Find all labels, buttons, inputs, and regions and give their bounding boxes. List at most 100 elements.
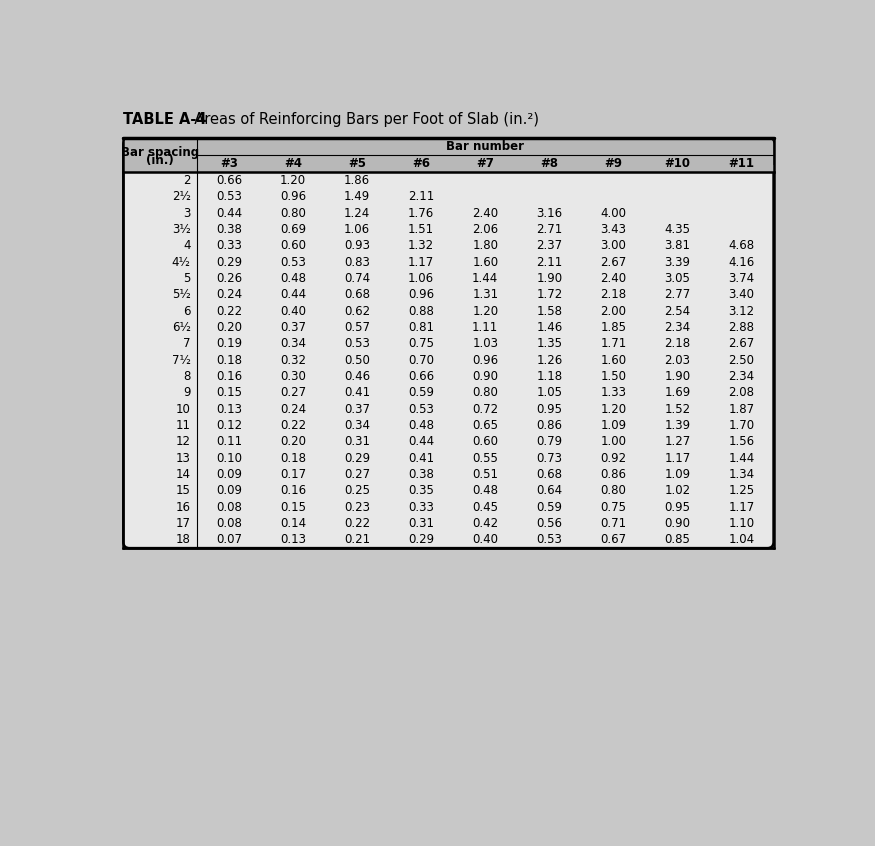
Text: 3.16: 3.16: [536, 206, 563, 220]
Text: 0.35: 0.35: [409, 485, 434, 497]
Text: 4.16: 4.16: [728, 255, 754, 269]
Text: 5½: 5½: [172, 288, 191, 301]
Text: 3.00: 3.00: [600, 239, 626, 252]
Text: #6: #6: [412, 157, 430, 170]
Text: 11: 11: [176, 419, 191, 432]
Text: 0.66: 0.66: [408, 370, 434, 383]
Text: 1.80: 1.80: [473, 239, 498, 252]
Text: 0.68: 0.68: [536, 468, 563, 481]
Text: 0.13: 0.13: [280, 534, 306, 547]
Text: 0.67: 0.67: [600, 534, 626, 547]
Text: 0.48: 0.48: [473, 485, 498, 497]
Text: 1.70: 1.70: [729, 419, 754, 432]
Text: 0.37: 0.37: [280, 321, 306, 334]
Text: 0.26: 0.26: [216, 272, 242, 285]
Text: 14: 14: [176, 468, 191, 481]
Text: 0.53: 0.53: [409, 403, 434, 415]
Text: 2.40: 2.40: [600, 272, 626, 285]
Text: 0.15: 0.15: [216, 387, 242, 399]
Text: 2.54: 2.54: [664, 305, 690, 318]
Text: 1.90: 1.90: [536, 272, 563, 285]
Text: 1.32: 1.32: [408, 239, 434, 252]
Text: 0.29: 0.29: [408, 534, 434, 547]
Text: 0.57: 0.57: [344, 321, 370, 334]
Text: 1.34: 1.34: [729, 468, 754, 481]
Text: 0.12: 0.12: [216, 419, 242, 432]
Text: 1.90: 1.90: [664, 370, 690, 383]
Text: 0.80: 0.80: [280, 206, 306, 220]
Text: 1.09: 1.09: [664, 468, 690, 481]
Text: 0.21: 0.21: [344, 534, 370, 547]
Text: 0.90: 0.90: [664, 517, 690, 530]
Text: 0.93: 0.93: [344, 239, 370, 252]
Text: 5: 5: [184, 272, 191, 285]
Text: 0.09: 0.09: [216, 468, 242, 481]
Text: 1.06: 1.06: [344, 223, 370, 236]
Text: 2.77: 2.77: [664, 288, 690, 301]
Text: #5: #5: [348, 157, 366, 170]
Text: 0.74: 0.74: [344, 272, 370, 285]
Text: #3: #3: [220, 157, 238, 170]
Text: 1.10: 1.10: [729, 517, 754, 530]
Text: 1.31: 1.31: [473, 288, 499, 301]
Text: 12: 12: [176, 436, 191, 448]
Text: 0.96: 0.96: [408, 288, 434, 301]
Text: 0.25: 0.25: [344, 485, 370, 497]
Text: 0.60: 0.60: [280, 239, 306, 252]
Text: 2.18: 2.18: [600, 288, 626, 301]
Text: 0.75: 0.75: [600, 501, 626, 514]
Text: 1.56: 1.56: [729, 436, 754, 448]
Text: 9: 9: [183, 387, 191, 399]
Text: 18: 18: [176, 534, 191, 547]
Text: 0.14: 0.14: [280, 517, 306, 530]
Text: 0.56: 0.56: [536, 517, 563, 530]
Text: 0.40: 0.40: [473, 534, 498, 547]
Text: 0.30: 0.30: [280, 370, 306, 383]
Text: 3½: 3½: [172, 223, 191, 236]
Text: 3.12: 3.12: [729, 305, 754, 318]
Text: 0.96: 0.96: [280, 190, 306, 203]
Text: 1.27: 1.27: [664, 436, 690, 448]
Text: #10: #10: [664, 157, 690, 170]
Text: #8: #8: [541, 157, 558, 170]
Text: 1.20: 1.20: [280, 174, 306, 187]
Text: 1.26: 1.26: [536, 354, 563, 366]
Text: 0.45: 0.45: [473, 501, 498, 514]
Text: 4½: 4½: [172, 255, 191, 269]
Text: 0.34: 0.34: [344, 419, 370, 432]
Text: 1.69: 1.69: [664, 387, 690, 399]
Text: #11: #11: [729, 157, 754, 170]
Text: 0.13: 0.13: [216, 403, 242, 415]
Text: 8: 8: [184, 370, 191, 383]
Text: 0.81: 0.81: [408, 321, 434, 334]
Text: 0.18: 0.18: [280, 452, 306, 464]
Text: 1.20: 1.20: [600, 403, 626, 415]
Text: 0.23: 0.23: [344, 501, 370, 514]
Text: 2.37: 2.37: [536, 239, 563, 252]
Text: 0.70: 0.70: [408, 354, 434, 366]
Text: 1.50: 1.50: [600, 370, 626, 383]
Text: 0.60: 0.60: [473, 436, 498, 448]
Text: 0.20: 0.20: [280, 436, 306, 448]
Text: 0.24: 0.24: [280, 403, 306, 415]
Text: 0.18: 0.18: [216, 354, 242, 366]
Text: (in.): (in.): [146, 154, 174, 168]
Text: 0.86: 0.86: [600, 468, 626, 481]
Text: 0.33: 0.33: [409, 501, 434, 514]
FancyBboxPatch shape: [123, 139, 774, 548]
Text: 1.71: 1.71: [600, 338, 626, 350]
Text: 0.48: 0.48: [280, 272, 306, 285]
Text: 0.53: 0.53: [344, 338, 370, 350]
Text: 1.25: 1.25: [729, 485, 754, 497]
Text: 2.11: 2.11: [536, 255, 563, 269]
Text: 0.71: 0.71: [600, 517, 626, 530]
Text: 1.49: 1.49: [344, 190, 370, 203]
Text: 0.41: 0.41: [344, 387, 370, 399]
Text: 0.51: 0.51: [473, 468, 498, 481]
Text: Bar number: Bar number: [446, 140, 524, 153]
Text: 0.86: 0.86: [536, 419, 563, 432]
Text: 0.16: 0.16: [216, 370, 242, 383]
Text: 0.73: 0.73: [536, 452, 563, 464]
Text: 1.09: 1.09: [600, 419, 626, 432]
Bar: [123, 165, 774, 173]
